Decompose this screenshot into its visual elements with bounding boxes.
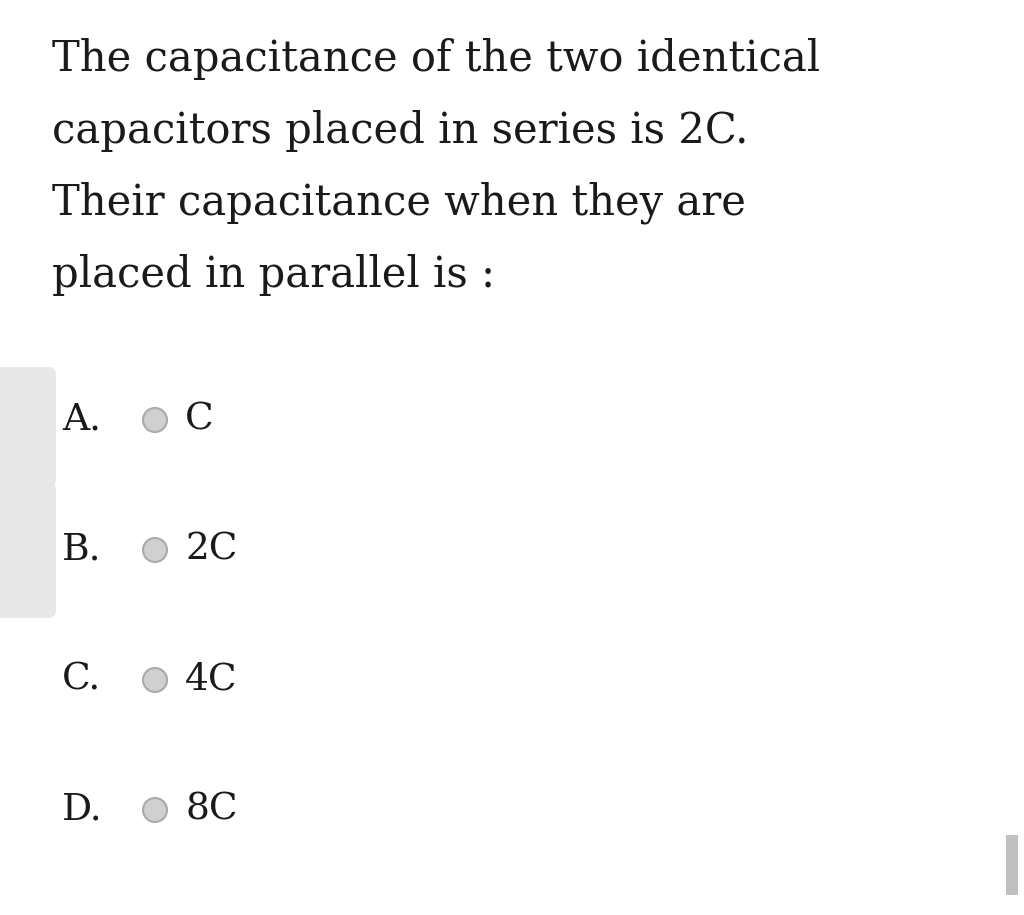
- Text: The capacitance of the two identical: The capacitance of the two identical: [52, 38, 820, 80]
- Text: C: C: [185, 402, 214, 438]
- Circle shape: [143, 668, 167, 692]
- Bar: [1006, 835, 1018, 895]
- Text: placed in parallel is :: placed in parallel is :: [52, 254, 495, 296]
- FancyBboxPatch shape: [0, 367, 56, 488]
- Text: capacitors placed in series is 2C.: capacitors placed in series is 2C.: [52, 110, 749, 152]
- Text: D.: D.: [62, 792, 102, 828]
- Text: 2C: 2C: [185, 532, 238, 568]
- Text: 4C: 4C: [185, 662, 238, 698]
- Circle shape: [143, 798, 167, 822]
- Text: B.: B.: [62, 532, 101, 568]
- Circle shape: [143, 408, 167, 432]
- Text: Their capacitance when they are: Their capacitance when they are: [52, 182, 745, 224]
- Circle shape: [143, 538, 167, 562]
- Text: 8C: 8C: [185, 792, 238, 828]
- FancyBboxPatch shape: [0, 482, 56, 618]
- Text: C.: C.: [62, 662, 101, 698]
- Text: A.: A.: [62, 402, 101, 438]
